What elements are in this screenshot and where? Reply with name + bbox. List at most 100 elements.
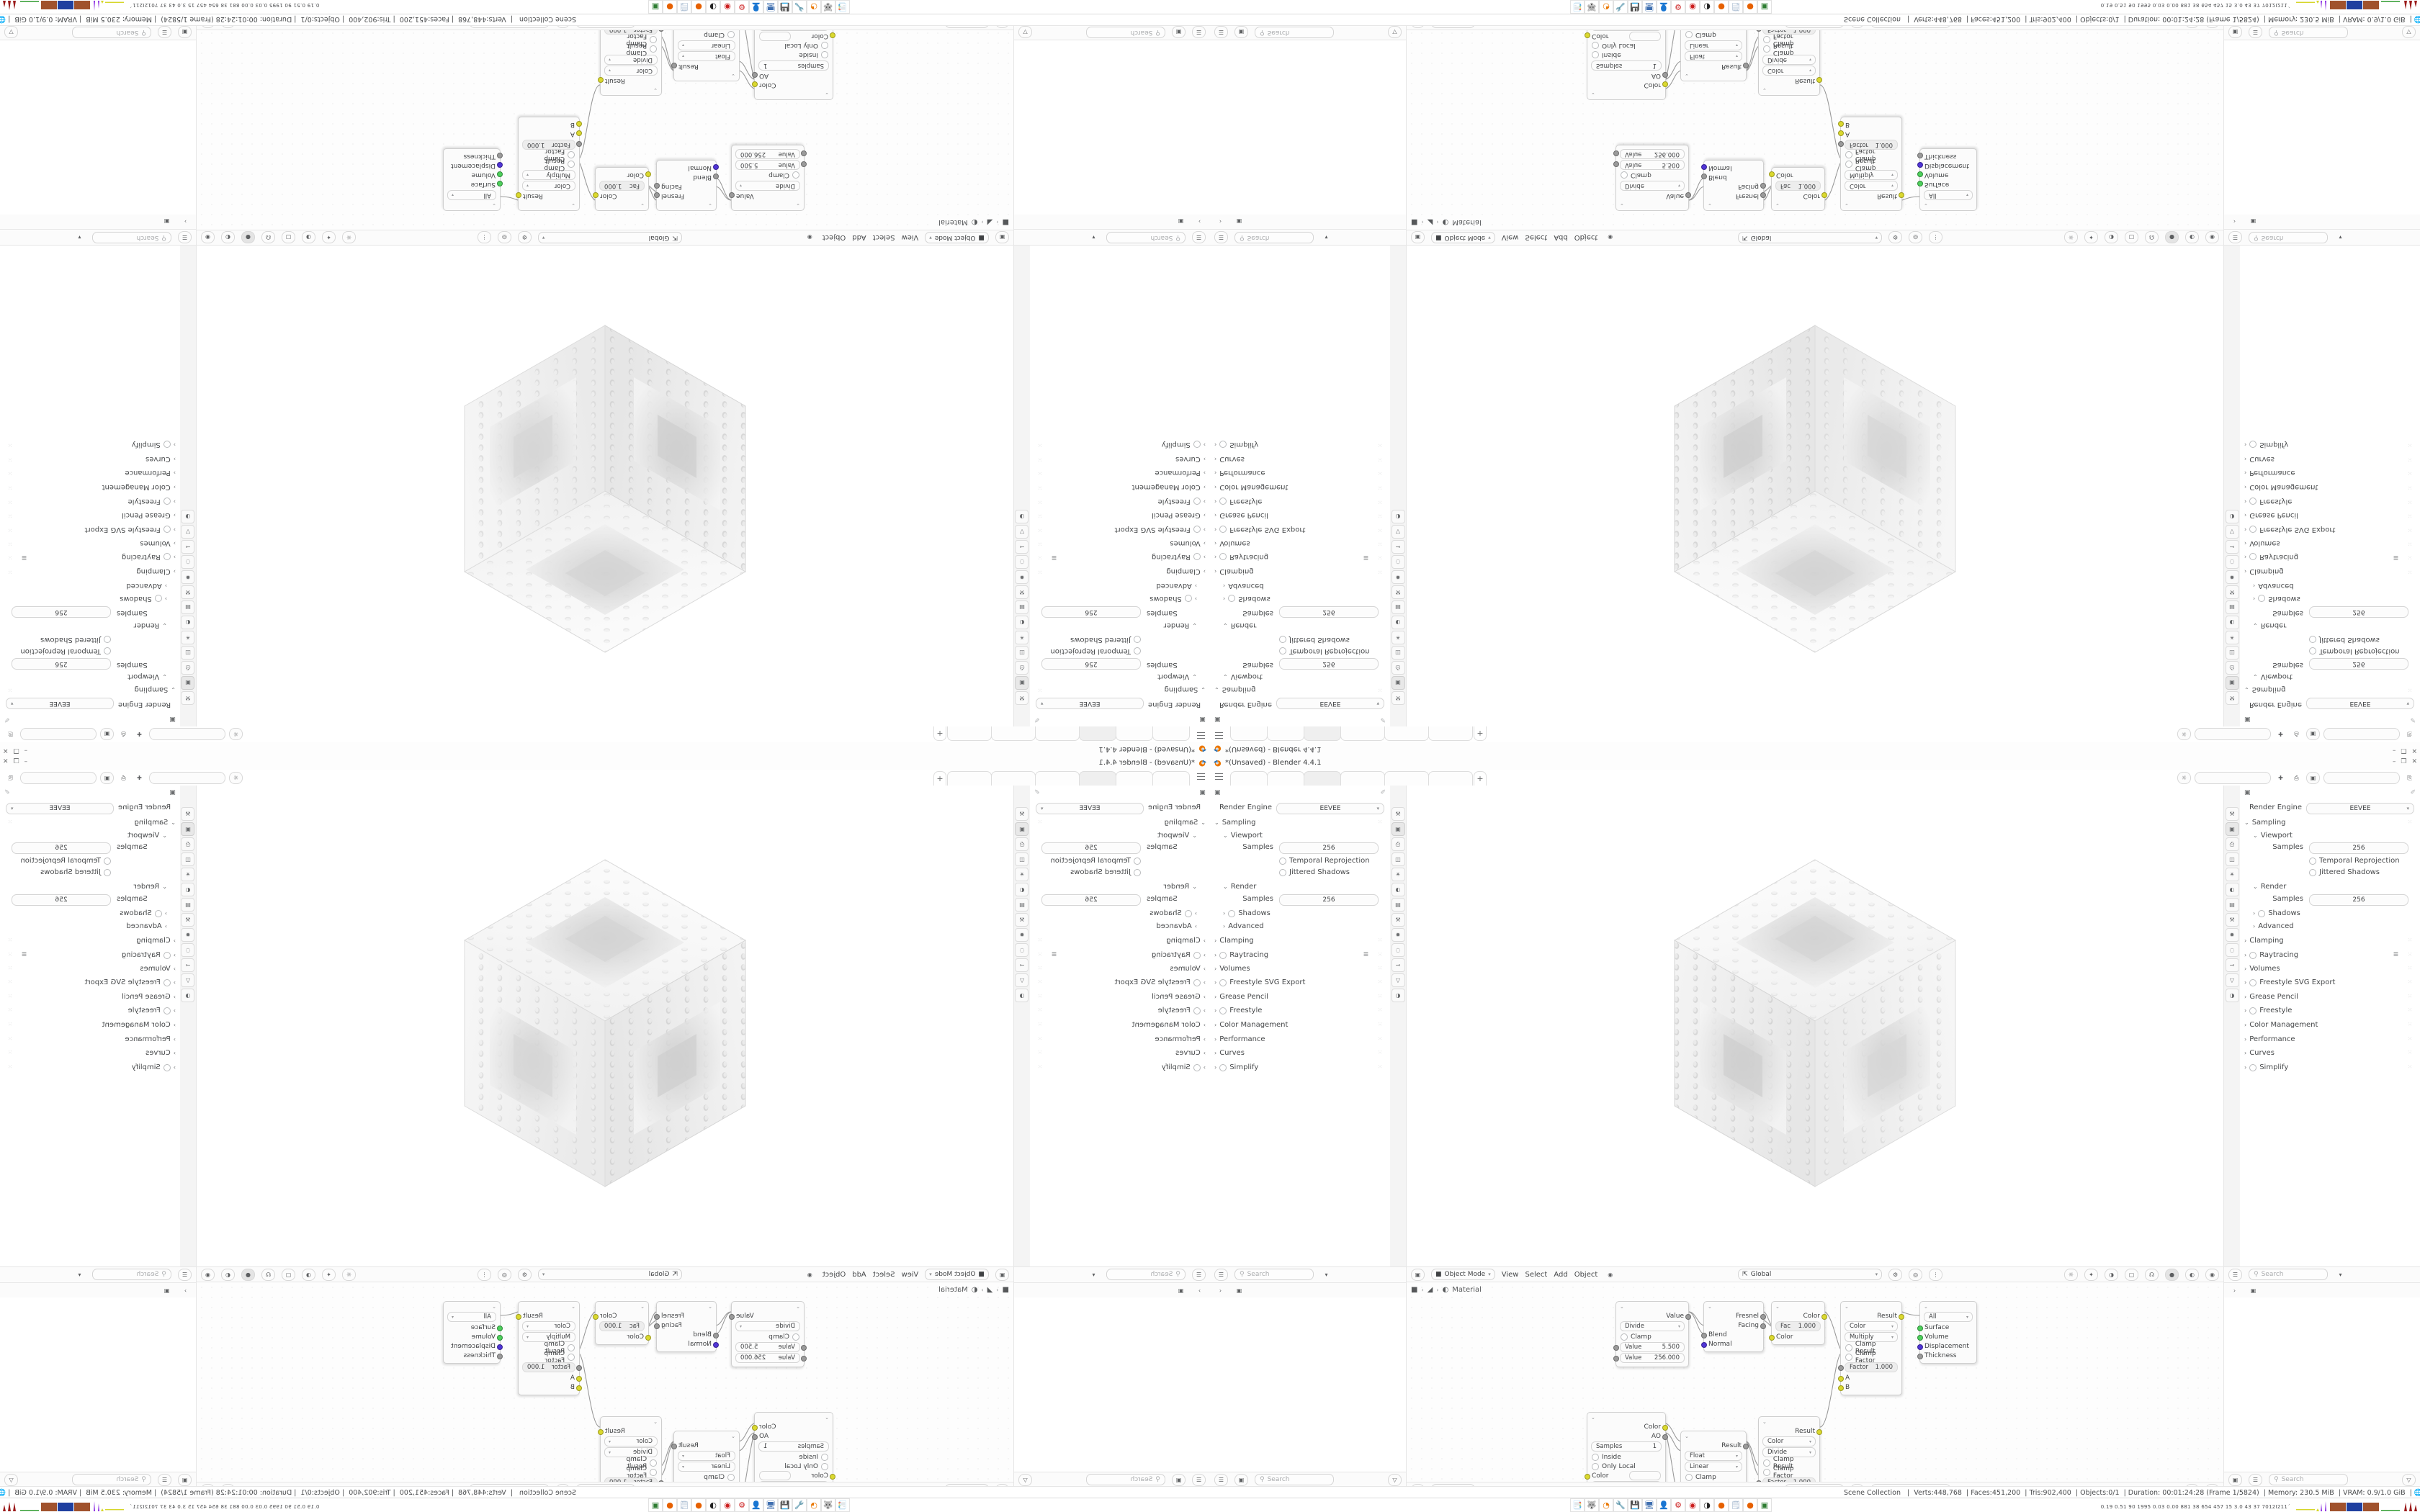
- node-collapse-toggle[interactable]: ⌄: [1587, 90, 1665, 99]
- properties-tab-tool-icon[interactable]: ⚒: [1015, 691, 1029, 705]
- node-input-color[interactable]: Color: [596, 171, 651, 180]
- node-collapse-toggle[interactable]: ⌄: [519, 201, 579, 210]
- section-toggle-radio[interactable]: [163, 951, 171, 959]
- socket-green[interactable]: [1917, 171, 1923, 178]
- socket-yellow[interactable]: [1821, 192, 1827, 199]
- viewport-menu-object[interactable]: Object: [822, 1270, 846, 1279]
- node-canvas[interactable]: ■ › ◢ › ◐ Material: [1407, 1282, 2223, 1497]
- render-engine-dropdown[interactable]: EEVEE ▾: [1276, 698, 1384, 709]
- object-options-icon[interactable]: ◉: [807, 234, 812, 241]
- shading-wireframe-icon[interactable]: ☊: [261, 231, 275, 244]
- socket-yellow[interactable]: [598, 1428, 604, 1435]
- taskbar-files-icon[interactable]: 📑: [835, 1498, 850, 1512]
- node-enum[interactable]: Linear ▾: [1685, 40, 1742, 50]
- section-grip[interactable]: ⁙: [2408, 554, 2413, 560]
- socket-yellow[interactable]: [1662, 81, 1668, 88]
- socket-purple[interactable]: [1917, 1344, 1923, 1350]
- node-input-surface[interactable]: Surface: [1917, 1323, 1976, 1332]
- socket-grey[interactable]: [801, 150, 807, 156]
- properties-section-render[interactable]: ⌄ Render: [2253, 881, 2286, 892]
- socket-grey[interactable]: [1760, 1313, 1766, 1320]
- properties-section-advanced[interactable]: › Advanced: [1223, 580, 1264, 591]
- properties-section-viewport[interactable]: ⌄ Viewport: [1223, 830, 1263, 841]
- node-collapse-toggle[interactable]: ⌄: [601, 86, 661, 95]
- taskbar-save-icon[interactable]: 💾: [1628, 0, 1642, 14]
- chevron-right-icon[interactable]: ›: [2233, 1287, 2236, 1294]
- node-collapse-toggle[interactable]: ⌄: [1681, 1431, 1746, 1441]
- section-toggle-radio[interactable]: [1228, 909, 1236, 917]
- properties-section-clamping[interactable]: › Clamping: [1166, 566, 1206, 577]
- taskbar-tools-icon[interactable]: 🔧: [792, 1498, 807, 1512]
- xray-icon[interactable]: ▢: [282, 231, 295, 244]
- taskbar-firefox2-icon[interactable]: ●: [663, 0, 677, 14]
- node-canvas[interactable]: ■ › ◢ › ◐ Material: [197, 15, 1013, 230]
- area-splitter-vertical[interactable]: [1406, 786, 1407, 1497]
- properties-section-simplify[interactable]: › Simplify: [1162, 439, 1206, 450]
- taskbar-app-tray[interactable]: 📑 🐺 ◔ 🔧 💾 🖥 👤 ⚙ ◉ ◑ ● 🗒 ● ▣: [1570, 0, 1772, 14]
- viewport-samples-input[interactable]: 256: [1041, 842, 1141, 854]
- socket-purple[interactable]: [497, 162, 503, 168]
- xray-icon[interactable]: ▢: [2125, 231, 2138, 244]
- properties-section-curves[interactable]: › Curves: [1175, 454, 1206, 464]
- node-color-ramp-fac[interactable]: ⌄ Color Fac 1.000 Color: [1769, 167, 1827, 211]
- properties-tab-scene-icon[interactable]: ☀: [1015, 868, 1029, 881]
- section-grip[interactable]: ⁙: [2408, 1036, 2413, 1042]
- taskbar-notepad-icon[interactable]: 🗒: [1729, 0, 1743, 14]
- pin-icon[interactable]: ✐: [1034, 716, 1040, 724]
- node-input-blend[interactable]: Blend: [657, 173, 719, 182]
- overlays-icon[interactable]: ◑: [302, 231, 315, 244]
- node-math-divide-upper[interactable]: ⌄ Value Divide ▾ Clamp Value 5.500 Value 256.000: [1613, 145, 1691, 211]
- node-input-volume[interactable]: Volume: [444, 1332, 503, 1341]
- node-output-facing[interactable]: Facing: [1704, 1320, 1766, 1330]
- properties-tab-physics-icon[interactable]: ◌: [1391, 555, 1405, 569]
- node-color-ramp-fac[interactable]: ⌄ Color Fac 1.000 Color: [593, 167, 651, 211]
- node-mix-color-multiply[interactable]: ⌄ Result Color ▾ Multiply ▾ Clamp Result Clamp …: [1838, 1301, 1904, 1395]
- chevron-down-icon[interactable]: ▾: [2339, 1271, 2342, 1278]
- socket-grey[interactable]: [713, 1332, 719, 1338]
- strip-search-input[interactable]: ⚲ Search: [1086, 27, 1165, 38]
- chevron-right-icon[interactable]: ›: [1219, 218, 1222, 225]
- node-collapse-toggle[interactable]: ⌄: [519, 1302, 579, 1311]
- properties-tab-modifier-icon[interactable]: ⚒: [1015, 585, 1029, 599]
- node-value-field[interactable]: Fac 1.000: [599, 1321, 645, 1331]
- socket-yellow[interactable]: [576, 130, 582, 137]
- node-output-result[interactable]: Result: [516, 192, 579, 201]
- node-checkbox[interactable]: Clamp: [1616, 171, 1688, 180]
- properties-section-render[interactable]: ⌄ Render: [134, 620, 167, 631]
- node-collapse-toggle[interactable]: ⌄: [1704, 1302, 1763, 1311]
- taskbar-monitor-icon[interactable]: 🖥: [763, 0, 778, 14]
- snap-icon[interactable]: ⚙: [1888, 231, 1903, 244]
- area-splitter-vertical[interactable]: [1013, 15, 1014, 726]
- editor-type-icon[interactable]: ▣: [163, 218, 170, 225]
- socket-grey[interactable]: [729, 1313, 735, 1320]
- node-collapse-toggle[interactable]: ⌄: [1681, 71, 1746, 81]
- node-output-value[interactable]: Value: [729, 192, 804, 201]
- transform-orientation-dropdown[interactable]: ⇱ Global ▾: [537, 232, 682, 243]
- properties-search-input[interactable]: ⚲ Search: [2249, 232, 2328, 243]
- viewlayer-icon[interactable]: ▣: [2306, 728, 2320, 740]
- socket-yellow[interactable]: [576, 1375, 582, 1382]
- pivot-point-icon[interactable]: ⋮: [477, 231, 491, 244]
- properties-tab-output-icon[interactable]: ⎙: [1015, 837, 1029, 851]
- properties-section-clamping[interactable]: › Clamping: [1214, 566, 1254, 577]
- taskbar-avatar-icon[interactable]: 👤: [749, 0, 763, 14]
- properties-tab-modifier-icon[interactable]: ⚒: [2225, 913, 2239, 927]
- node-checkbox[interactable]: Inside: [1587, 50, 1665, 60]
- section-grip[interactable]: ⁙: [1378, 1064, 1383, 1070]
- node-checkbox[interactable]: Inside: [755, 1452, 833, 1462]
- properties-section-freestyle-svg-export[interactable]: › Freestyle SVG Export: [85, 524, 176, 535]
- new-scene-icon[interactable]: ✚: [2278, 775, 2283, 781]
- taskbar-settings-icon[interactable]: ⚙: [1671, 0, 1685, 14]
- transform-orientation-dropdown[interactable]: ⇱ Global ▾: [1738, 232, 1883, 243]
- socket-grey[interactable]: [1917, 153, 1923, 159]
- node-collapse-toggle[interactable]: ⌄: [1920, 1302, 1976, 1311]
- properties-section-freestyle[interactable]: › Freestyle: [128, 496, 176, 507]
- properties-search-input[interactable]: ⚲ Search: [92, 232, 171, 243]
- xray-icon[interactable]: ▢: [282, 1268, 295, 1281]
- render-samples-input[interactable]: 256: [1279, 894, 1379, 906]
- properties-section-sampling[interactable]: ⌄ Sampling: [1214, 684, 1256, 695]
- properties-tab-material-icon[interactable]: ◑: [1391, 989, 1405, 1002]
- section-toggle-radio[interactable]: [2249, 441, 2257, 449]
- section-toggle-radio[interactable]: [2249, 526, 2257, 534]
- node-enum[interactable]: All ▾: [447, 1312, 496, 1322]
